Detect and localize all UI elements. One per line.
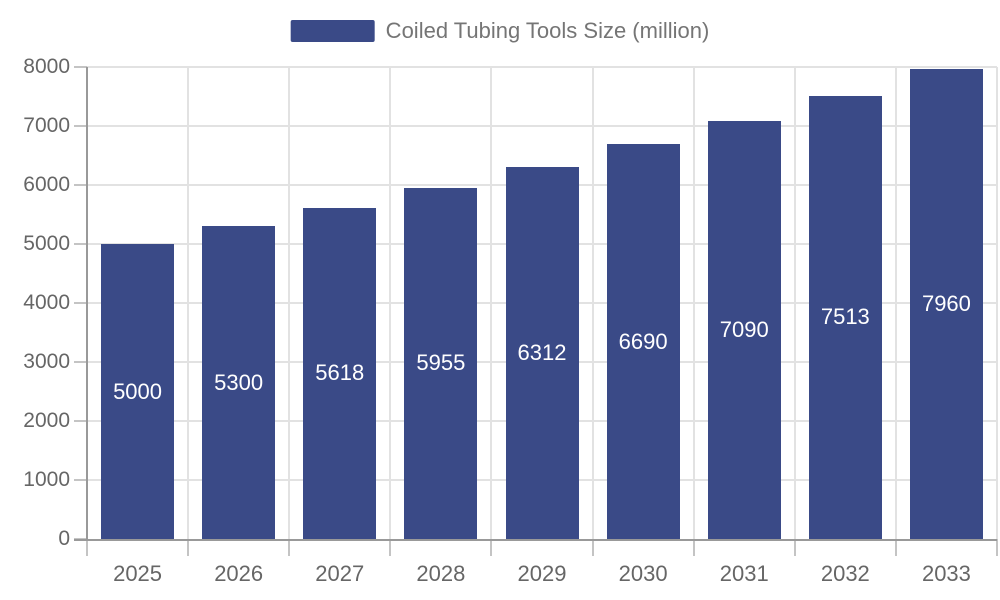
x-axis-tick xyxy=(894,539,897,556)
x-axis-tick xyxy=(86,539,88,556)
bar-value-label: 7960 xyxy=(921,291,971,317)
x-axis-tick xyxy=(793,539,796,556)
x-axis-label: 2025 xyxy=(113,561,163,586)
x-axis-label: 2030 xyxy=(618,561,668,586)
x-axis-tick xyxy=(288,539,291,556)
chart-legend[interactable]: Coiled Tubing Tools Size (million) xyxy=(290,18,710,43)
y-axis-label: 2000 xyxy=(23,409,70,432)
y-axis-tick xyxy=(74,302,87,304)
legend-swatch xyxy=(290,20,375,42)
y-axis-tick xyxy=(74,184,87,186)
gridline-horizontal xyxy=(87,66,997,68)
bar-2028[interactable] xyxy=(404,187,478,539)
bar-value-label: 6690 xyxy=(618,328,668,354)
y-axis-label: 1000 xyxy=(23,468,70,491)
gridline-vertical xyxy=(288,67,291,539)
y-axis-label: 8000 xyxy=(23,55,70,78)
bar-2029[interactable] xyxy=(505,166,579,539)
bar-value-label: 7090 xyxy=(719,316,769,342)
x-axis-label: 2033 xyxy=(921,561,971,586)
gridline-horizontal xyxy=(87,125,997,127)
gridline-vertical xyxy=(692,67,695,539)
y-axis-label: 3000 xyxy=(23,350,70,373)
y-axis-label: 7000 xyxy=(23,114,70,137)
x-axis-label: 2026 xyxy=(214,561,264,586)
y-axis-label: 5000 xyxy=(23,232,70,255)
y-axis-label: 0 xyxy=(58,527,70,550)
bar-2031[interactable] xyxy=(707,120,781,539)
y-axis-tick xyxy=(74,243,87,245)
bar-2025[interactable] xyxy=(101,244,175,539)
bar-value-label: 7513 xyxy=(820,304,870,330)
bar-2032[interactable] xyxy=(808,95,882,539)
bar-2030[interactable] xyxy=(606,144,680,539)
gridline-vertical xyxy=(894,67,897,539)
bar-value-label: 5000 xyxy=(113,378,163,404)
bar-value-label: 6312 xyxy=(517,339,567,365)
x-axis-label: 2031 xyxy=(719,561,769,586)
y-axis-tick xyxy=(74,66,87,68)
y-axis-tick xyxy=(74,361,87,363)
x-axis-label: 2027 xyxy=(315,561,365,586)
x-axis-tick xyxy=(996,539,998,556)
x-axis-label: 2028 xyxy=(416,561,466,586)
x-axis-label: 2029 xyxy=(517,561,567,586)
y-axis-tick xyxy=(74,420,87,422)
gridline-vertical xyxy=(490,67,493,539)
bar-2027[interactable] xyxy=(303,207,377,539)
y-axis-tick xyxy=(74,479,87,481)
legend-label: Coiled Tubing Tools Size (million) xyxy=(385,18,710,43)
x-axis-tick xyxy=(692,539,695,556)
x-axis-line xyxy=(74,539,997,541)
x-axis-tick xyxy=(389,539,392,556)
y-axis-line xyxy=(86,67,88,541)
gridline-vertical xyxy=(996,67,998,539)
bar-value-label: 5618 xyxy=(315,360,365,386)
y-axis-label: 6000 xyxy=(23,173,70,196)
y-axis-tick xyxy=(74,125,87,127)
bar-2033[interactable] xyxy=(909,69,983,539)
bar-value-label: 5955 xyxy=(416,350,466,376)
gridline-vertical xyxy=(187,67,190,539)
x-axis-tick xyxy=(187,539,190,556)
y-axis-label: 4000 xyxy=(23,291,70,314)
x-axis-tick xyxy=(490,539,493,556)
x-axis-label: 2032 xyxy=(820,561,870,586)
bar-value-label: 5300 xyxy=(214,369,264,395)
gridline-vertical xyxy=(591,67,594,539)
x-axis-tick xyxy=(591,539,594,556)
gridline-vertical xyxy=(793,67,796,539)
bar-2026[interactable] xyxy=(202,226,276,539)
gridline-vertical xyxy=(389,67,392,539)
